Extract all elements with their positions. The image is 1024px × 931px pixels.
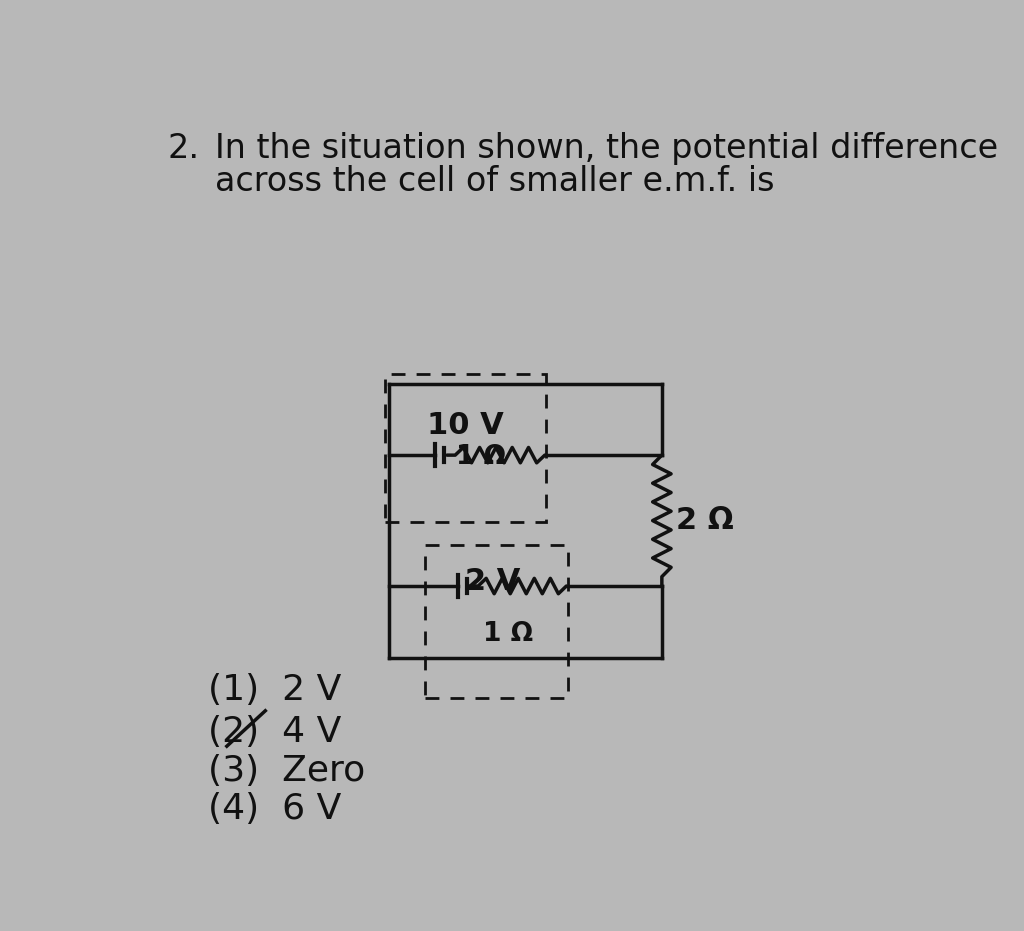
Text: (2)  4 V: (2) 4 V bbox=[208, 715, 341, 749]
Text: 10 V: 10 V bbox=[427, 412, 504, 440]
Text: 2 V: 2 V bbox=[465, 567, 520, 596]
Text: (1)  2 V: (1) 2 V bbox=[208, 673, 341, 707]
Text: 1 Ω: 1 Ω bbox=[456, 444, 506, 470]
Text: In the situation shown, the potential difference: In the situation shown, the potential di… bbox=[215, 132, 998, 165]
Text: across the cell of smaller e.m.f. is: across the cell of smaller e.m.f. is bbox=[215, 165, 775, 198]
Text: (4)  6 V: (4) 6 V bbox=[208, 792, 341, 827]
Text: 1 Ω: 1 Ω bbox=[482, 622, 532, 647]
Text: 2.: 2. bbox=[168, 132, 200, 165]
Text: (3)  Zero: (3) Zero bbox=[208, 754, 365, 788]
Text: 2 Ω: 2 Ω bbox=[676, 506, 733, 535]
